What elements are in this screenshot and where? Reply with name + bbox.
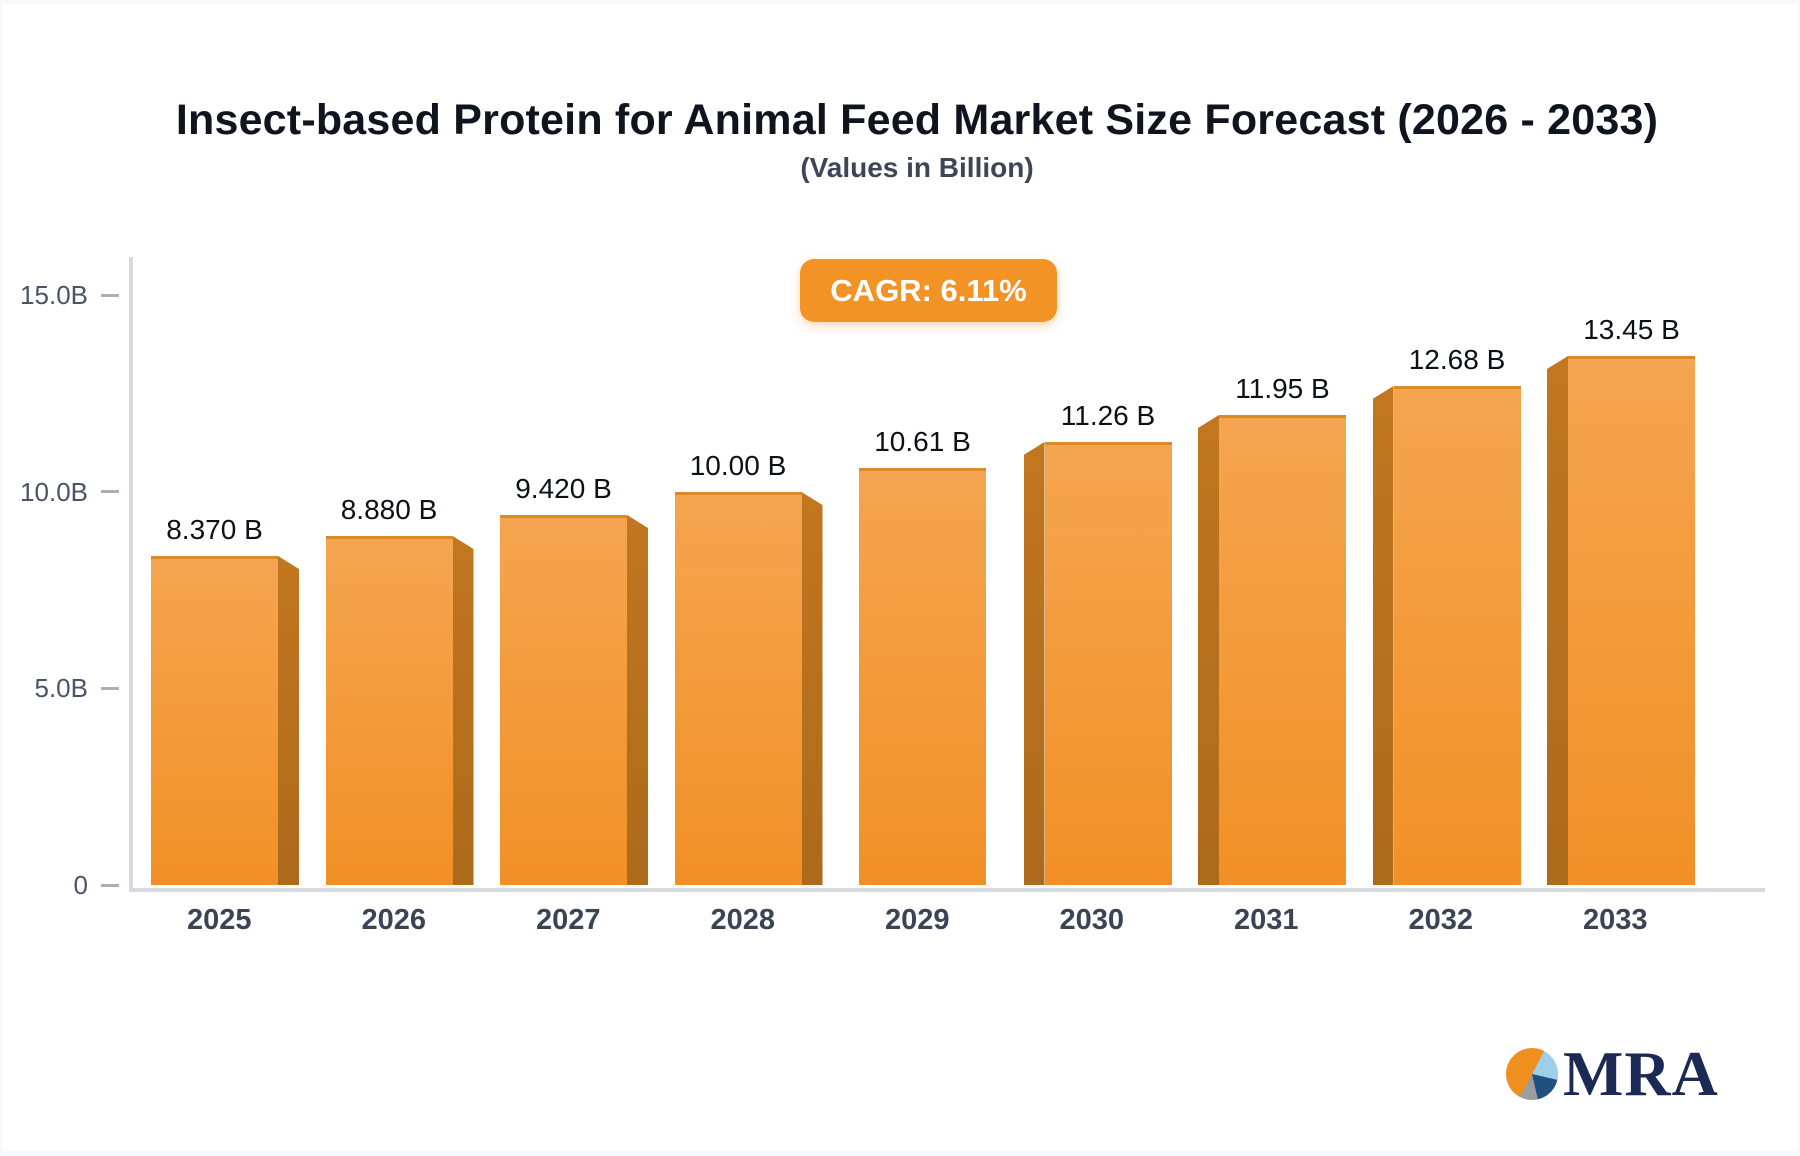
x-axis-label-2030: 2030 [1059,904,1124,936]
y-axis-line [129,257,133,892]
chart-subtitle: (Values in Billion) [800,152,1034,183]
bar-side-face-2025 [278,556,299,885]
cagr-badge-label: CAGR: 6.11% [830,272,1027,308]
bar-2025 [151,556,278,885]
logo-text: MRA [1563,1038,1719,1109]
bar-value-label-2026: 8.880 B [340,494,438,525]
bar-2029 [859,468,986,885]
bar-value-label-2028: 10.00 B [689,450,787,481]
bar-2026 [325,536,453,885]
bar-side-face-2032 [1372,386,1394,885]
bar-2028 [674,492,802,885]
bar-value-label-2029: 10.61 B [874,426,971,457]
bar-side-face-2028 [801,492,823,885]
x-axis-label-2025: 2025 [186,904,252,936]
y-axis-tick-label: 5.0B [34,673,89,704]
mra-logo: MRA [1506,1042,1719,1106]
x-axis-label-2032: 2032 [1408,904,1473,936]
bar-value-label-2031: 11.95 B [1235,373,1330,404]
bar-value-label-2030: 11.26 B [1060,400,1156,431]
bar-side-face-2030 [1023,442,1045,885]
bar-side-face-2033 [1547,356,1568,885]
bar-value-label-2027: 9.420 B [515,473,612,504]
bar-side-face-2026 [452,536,474,885]
x-axis-line [129,888,1765,892]
bar-2033 [1568,356,1695,885]
y-axis-tick-label: 15.0B [20,280,88,311]
bar-2030 [1044,442,1172,885]
y-axis-tick-label: 10.0B [20,476,88,507]
bar-value-label-2032: 12.68 B [1408,344,1506,375]
x-axis-label-2029: 2029 [884,904,950,936]
bar-2032 [1393,386,1521,885]
y-axis-tick-label: 0 [73,870,88,900]
y-axis-tick [101,293,119,297]
y-axis-tick [101,490,119,494]
y-axis-tick [101,883,119,887]
y-axis-tick [101,686,119,690]
x-axis-label-2027: 2027 [535,904,601,936]
x-axis-label-2033: 2033 [1582,904,1648,936]
chart-title: Insect-based Protein for Animal Feed Mar… [175,96,1659,144]
bar-value-label-2025: 8.370 B [166,514,263,545]
bar-side-face-2031 [1198,415,1219,885]
x-axis-label-2028: 2028 [710,904,775,936]
x-axis-label-2026: 2026 [361,904,426,936]
bar-value-label-2033: 13.45 B [1583,314,1680,345]
bar-2027 [500,515,627,885]
cagr-badge: CAGR: 6.11% [800,259,1057,322]
x-axis-label-2031: 2031 [1233,904,1299,936]
pie-chart-logo-icon [1506,1048,1558,1100]
bar-2031 [1219,415,1346,885]
bar-side-face-2027 [627,515,648,885]
